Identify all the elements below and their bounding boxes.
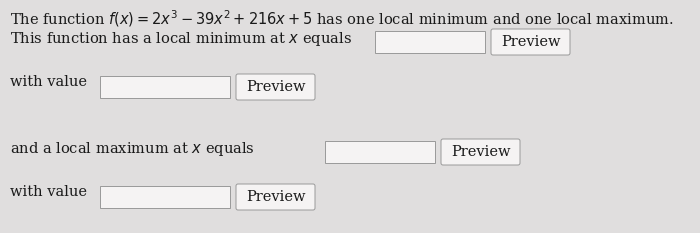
Text: Preview: Preview (246, 80, 305, 94)
Text: and a local maximum at $x$ equals: and a local maximum at $x$ equals (10, 140, 255, 158)
Text: with value: with value (10, 75, 87, 89)
FancyBboxPatch shape (236, 74, 315, 100)
Text: Preview: Preview (246, 190, 305, 204)
FancyBboxPatch shape (441, 139, 520, 165)
FancyBboxPatch shape (100, 76, 230, 98)
Text: Preview: Preview (500, 35, 560, 49)
Text: Preview: Preview (451, 145, 510, 159)
Text: This function has a local minimum at $x$ equals: This function has a local minimum at $x$… (10, 30, 352, 48)
FancyBboxPatch shape (375, 31, 485, 53)
FancyBboxPatch shape (325, 141, 435, 163)
FancyBboxPatch shape (100, 186, 230, 208)
Text: with value: with value (10, 185, 87, 199)
FancyBboxPatch shape (236, 184, 315, 210)
Text: The function $f(x) = 2x^3 - 39x^2 + 216x + 5$ has one local minimum and one loca: The function $f(x) = 2x^3 - 39x^2 + 216x… (10, 8, 674, 29)
FancyBboxPatch shape (491, 29, 570, 55)
